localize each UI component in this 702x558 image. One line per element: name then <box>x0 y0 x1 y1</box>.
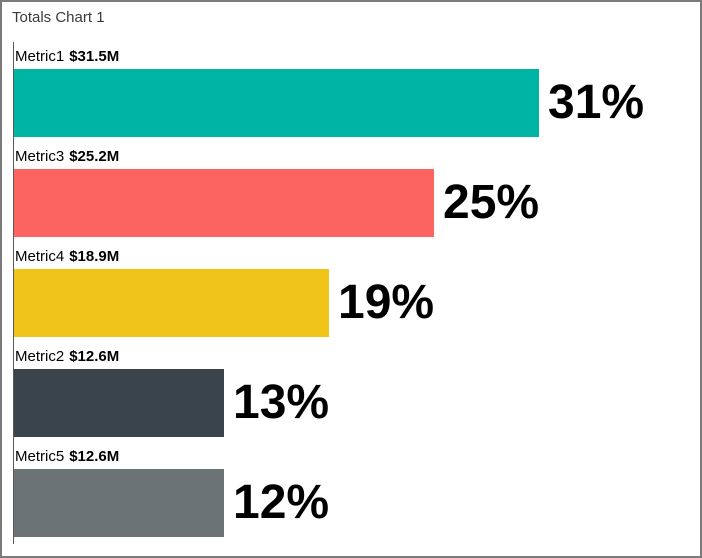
metric-name: Metric4 <box>15 248 65 265</box>
bar-label: Metric1 $31.5M <box>15 47 119 67</box>
metric-name: Metric2 <box>15 348 65 365</box>
metric-value: $31.5M <box>69 48 120 65</box>
bar[interactable] <box>14 69 539 137</box>
chart-title: Totals Chart 1 <box>12 9 105 26</box>
metric-value: $12.6M <box>69 348 120 365</box>
bar-label: Metric4 $18.9M <box>15 247 119 267</box>
bar-label: Metric2 $12.6M <box>15 347 119 367</box>
metric-name: Metric3 <box>15 148 65 165</box>
bar-label: Metric5 $12.6M <box>15 447 119 467</box>
bar-label: Metric3 $25.2M <box>15 147 119 167</box>
bar[interactable] <box>14 169 434 237</box>
metric-name: Metric1 <box>15 48 65 65</box>
percent-label: 25% <box>443 176 540 229</box>
bar[interactable] <box>14 469 224 537</box>
metric-value: $12.6M <box>69 448 120 465</box>
percent-label: 13% <box>233 376 330 429</box>
bar[interactable] <box>14 369 224 437</box>
percent-label: 12% <box>233 476 330 529</box>
metric-value: $25.2M <box>69 148 120 165</box>
percent-label: 19% <box>338 276 435 329</box>
metric-value: $18.9M <box>69 248 120 265</box>
metric-name: Metric5 <box>15 448 65 465</box>
y-axis-line <box>13 42 14 544</box>
percent-label: 31% <box>548 76 645 129</box>
bar[interactable] <box>14 269 329 337</box>
